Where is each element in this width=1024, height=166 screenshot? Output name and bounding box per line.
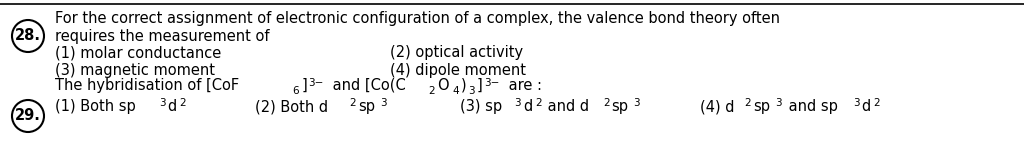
Text: 2: 2 <box>429 85 435 95</box>
Text: 3: 3 <box>634 98 640 109</box>
Text: (1) Both sp: (1) Both sp <box>55 99 136 114</box>
Text: sp: sp <box>611 99 629 114</box>
Text: (4) dipole moment: (4) dipole moment <box>390 63 526 78</box>
Text: 2: 2 <box>535 98 542 109</box>
Text: requires the measurement of: requires the measurement of <box>55 29 269 43</box>
Text: (1) molar conductance: (1) molar conductance <box>55 45 221 60</box>
Text: and sp: and sp <box>783 99 838 114</box>
Text: sp: sp <box>358 99 375 114</box>
Text: 2: 2 <box>603 98 609 109</box>
Text: 3: 3 <box>380 98 386 109</box>
Text: ]: ] <box>301 78 307 93</box>
Text: sp: sp <box>753 99 770 114</box>
Text: 2: 2 <box>873 98 881 109</box>
Text: (3) sp: (3) sp <box>460 99 502 114</box>
Text: 2: 2 <box>349 98 356 109</box>
Text: (2) Both d: (2) Both d <box>255 99 328 114</box>
Text: (2) optical activity: (2) optical activity <box>390 45 523 60</box>
Text: and [Co(C: and [Co(C <box>329 78 407 93</box>
Text: For the correct assignment of electronic configuration of a complex, the valence: For the correct assignment of electronic… <box>55 10 780 26</box>
Text: (3) magnetic moment: (3) magnetic moment <box>55 63 215 78</box>
Text: ): ) <box>461 78 466 93</box>
Text: 2: 2 <box>179 98 186 109</box>
Text: 3: 3 <box>468 85 475 95</box>
Text: d: d <box>168 99 177 114</box>
Text: O: O <box>437 78 449 93</box>
Text: 3−: 3− <box>484 78 500 87</box>
Text: 3: 3 <box>514 98 521 109</box>
Text: ]: ] <box>476 78 482 93</box>
Text: The hybridisation of [CoF: The hybridisation of [CoF <box>55 78 240 93</box>
Text: 3: 3 <box>853 98 860 109</box>
Text: 4: 4 <box>453 85 459 95</box>
Text: 29.: 29. <box>15 109 41 124</box>
Text: 2: 2 <box>744 98 752 109</box>
Text: 3: 3 <box>775 98 781 109</box>
Text: 3: 3 <box>159 98 166 109</box>
Text: are :: are : <box>504 78 542 93</box>
Text: d: d <box>523 99 532 114</box>
Text: 6: 6 <box>293 85 299 95</box>
Text: 3−: 3− <box>308 78 324 87</box>
Text: and d: and d <box>544 99 590 114</box>
Text: 28.: 28. <box>15 29 41 43</box>
Text: (4) d: (4) d <box>700 99 734 114</box>
Text: d: d <box>861 99 870 114</box>
